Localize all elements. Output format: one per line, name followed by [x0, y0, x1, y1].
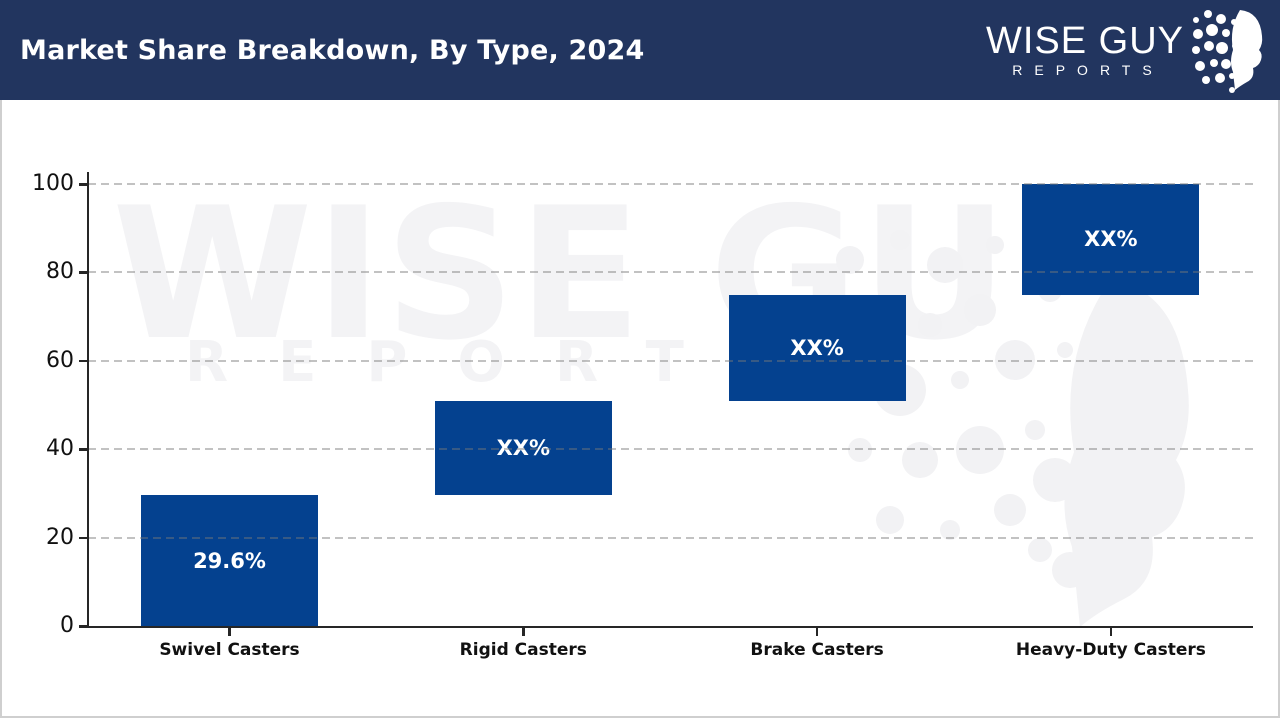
gridline-60: [88, 359, 1253, 362]
gridline-40: [88, 448, 1253, 451]
bar-heavy-duty-casters: XX%: [1022, 184, 1200, 295]
logo-wordmark: WISE GUY: [985, 20, 1184, 62]
gridline-100: [88, 183, 1253, 185]
x-category-label-0: Swivel Casters: [159, 640, 300, 660]
bar-swivel-casters: 29.6%: [141, 495, 318, 626]
y-tick-mark-20: [79, 536, 88, 540]
y-tick-mark-80: [79, 271, 88, 274]
logo-text: WISE GUY REPORTS: [986, 21, 1184, 79]
x-category-label-1: Rigid Casters: [459, 640, 587, 660]
y-tick-label-40: 40: [46, 436, 74, 462]
x-axis-line: [86, 625, 1253, 628]
y-tick-mark-40: [79, 448, 88, 451]
x-tick-mark-3: [1109, 628, 1113, 636]
bar-value-label: XX%: [496, 435, 551, 460]
logo-face-icon: [1192, 10, 1263, 93]
gridline-80: [88, 271, 1253, 274]
y-tick-mark-60: [79, 359, 88, 363]
y-axis-line: [86, 172, 89, 628]
y-tick-mark-0: [79, 625, 88, 628]
x-category-label-2: Brake Casters: [750, 640, 884, 660]
x-category-label-3: Heavy-Duty Casters: [1015, 640, 1206, 660]
bar-rigid-casters: XX%: [434, 400, 612, 496]
y-tick-label-80: 80: [46, 259, 74, 285]
y-tick-label-100: 100: [32, 171, 74, 196]
bar-brake-casters: XX%: [728, 294, 906, 401]
gridline-20: [88, 536, 1253, 539]
bar-value-label: XX%: [790, 335, 844, 360]
bar-value-label: XX%: [1084, 227, 1138, 252]
chart-title: Market Share Breakdown, By Type, 2024: [20, 34, 645, 66]
x-tick-mark-0: [228, 628, 231, 636]
header-bar: Market Share Breakdown, By Type, 2024 WI…: [0, 0, 1280, 100]
bar-value-label: 29.6%: [193, 548, 266, 573]
x-tick-mark-2: [815, 628, 819, 636]
y-tick-label-60: 60: [46, 347, 74, 373]
y-tick-label-0: 0: [60, 613, 74, 638]
y-tick-mark-100: [79, 183, 88, 186]
logo-subtitle: REPORTS: [1012, 62, 1164, 78]
y-tick-label-20: 20: [46, 524, 74, 550]
wise-guy-logo: WISE GUY REPORTS: [986, 6, 1280, 94]
x-tick-mark-1: [522, 628, 525, 636]
